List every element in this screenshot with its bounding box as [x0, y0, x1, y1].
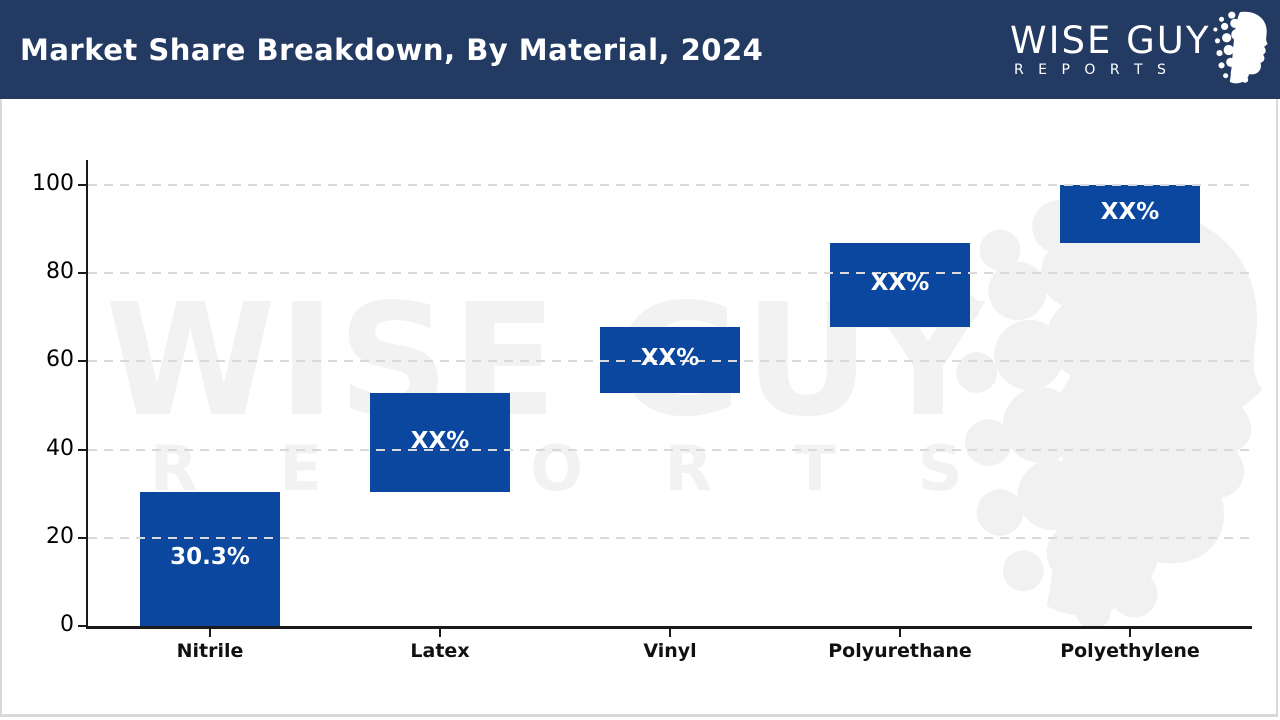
x-tick [209, 628, 211, 637]
waterfall-bar [370, 392, 510, 493]
logo-text: WISE GUY R E P O R T S [1010, 22, 1220, 78]
logo-head-icon [1213, 11, 1268, 83]
watermark-text-reports: R E P O R T S [150, 432, 993, 505]
waterfall-bar [600, 326, 740, 393]
x-tick [669, 628, 671, 637]
y-tick-label: 20 [46, 523, 74, 549]
x-axis-category-label: Nitrile [176, 640, 244, 662]
x-axis-category-label: Latex [410, 640, 470, 662]
header-bar: Market Share Breakdown, By Material, 202… [0, 0, 1280, 99]
waterfall-bar [140, 492, 280, 626]
y-tick-label: 0 [60, 612, 74, 637]
x-axis-category-label: Polyurethane [828, 640, 972, 662]
page-title: Market Share Breakdown, By Material, 202… [20, 32, 764, 67]
gridline [88, 360, 1252, 363]
y-tick [78, 536, 87, 539]
x-axis-category-label: Vinyl [643, 640, 697, 662]
bar-value-label: XX% [870, 269, 930, 296]
bar-value-label: XX% [640, 344, 700, 371]
y-tick-label: 60 [46, 347, 74, 373]
wise-guy-reports-logo: WISE GUY R E P O R T S [1010, 0, 1272, 99]
watermark-head-icon [950, 200, 1263, 630]
gridline [88, 536, 1252, 539]
y-axis-line [86, 160, 88, 628]
bar-value-label: XX% [410, 427, 470, 454]
y-tick [78, 184, 87, 186]
x-tick [439, 628, 441, 637]
bar-value-label: XX% [1100, 198, 1160, 225]
x-axis-line [86, 626, 1252, 629]
y-tick [78, 625, 87, 627]
waterfall-bar [1060, 185, 1200, 243]
x-axis-category-label: Polyethylene [1060, 640, 1200, 662]
waterfall-bar [830, 242, 970, 327]
logo-wordmark: WISE GUY [1010, 18, 1211, 62]
y-tick [78, 272, 87, 275]
bar-value-label: 30.3% [170, 544, 250, 571]
y-tick-label: 80 [46, 259, 74, 285]
x-tick [1129, 628, 1131, 637]
logo-subtitle: R E P O R T S [1014, 61, 1171, 78]
gridline [88, 272, 1252, 275]
gridline [88, 184, 1252, 186]
y-tick [78, 360, 87, 363]
y-tick [78, 448, 87, 451]
y-tick-label: 100 [32, 171, 74, 196]
y-tick-label: 40 [46, 435, 74, 461]
x-tick [899, 628, 901, 637]
gridline [88, 448, 1252, 451]
